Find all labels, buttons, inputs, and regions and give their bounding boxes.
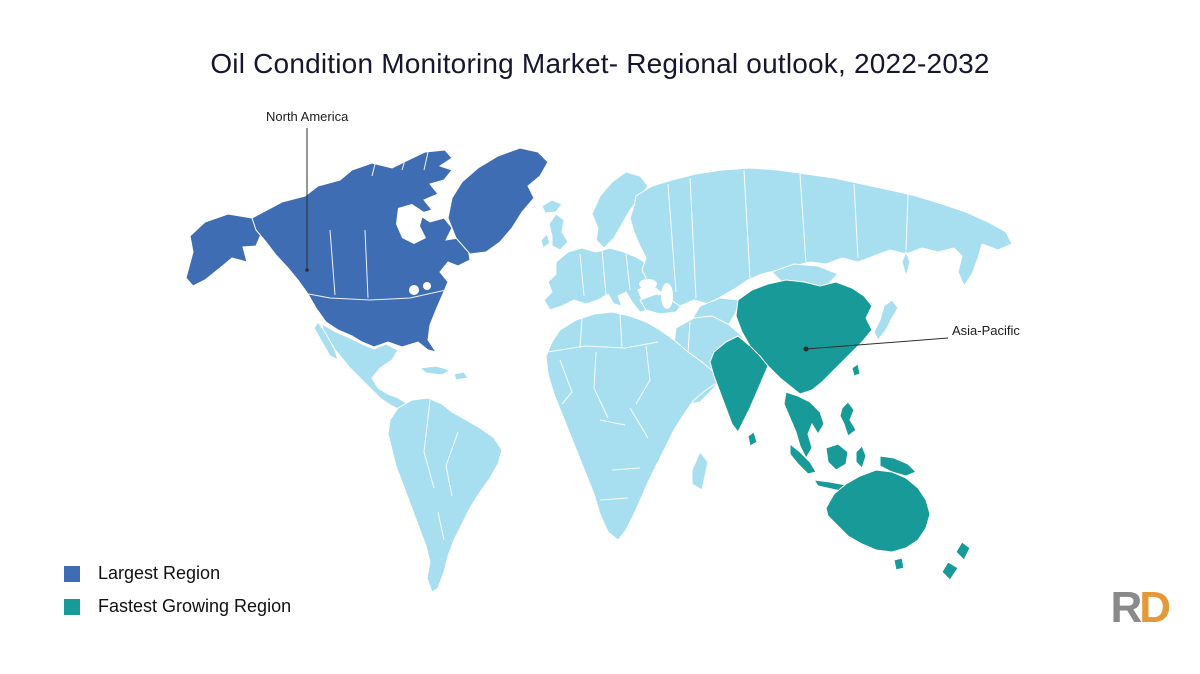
region-hispaniola	[453, 371, 469, 381]
region-india	[709, 335, 769, 433]
region-cuba	[418, 365, 452, 376]
region-borneo	[825, 443, 849, 471]
north-america-label: North America	[266, 109, 349, 124]
caspian-sea	[661, 283, 673, 309]
great-lake-west	[409, 285, 419, 295]
region-ireland	[540, 233, 551, 249]
logo-letter-r: R	[1110, 583, 1142, 632]
legend-item-fastest-growing-region: Fastest Growing Region	[64, 596, 291, 617]
fastest-growing-region-swatch	[64, 598, 80, 615]
region-japan	[873, 299, 899, 341]
region-new-zealand-south	[941, 561, 959, 581]
region-southeast-asia	[783, 391, 825, 460]
legend: Largest Region Fastest Growing Region	[64, 563, 291, 617]
region-australia	[825, 469, 931, 553]
leader-dot-north-america	[305, 268, 309, 272]
region-sumatra	[789, 442, 817, 475]
leader-lines	[305, 128, 949, 352]
country-borders	[297, 149, 909, 541]
asia-pacific-label: Asia-Pacific	[952, 323, 1020, 338]
brand-logo: RD	[1110, 583, 1171, 632]
region-new-guinea	[879, 455, 917, 477]
region-philippines	[839, 401, 857, 437]
region-new-zealand-north	[955, 541, 971, 561]
region-tasmania	[893, 557, 905, 571]
largest-region-label: Largest Region	[98, 563, 221, 583]
great-lake-east	[423, 282, 431, 290]
region-uk	[548, 213, 569, 251]
fastest-growing-region-label: Fastest Growing Region	[98, 596, 292, 616]
region-north-america	[251, 149, 471, 353]
leader-dot-asia-pacific	[803, 346, 809, 352]
region-madagascar	[691, 451, 709, 491]
regions-fastest-growing	[709, 279, 971, 581]
region-africa	[545, 311, 719, 541]
logo-letter-d: D	[1139, 583, 1171, 632]
region-taiwan	[851, 363, 861, 377]
leader-line-asia-pacific	[805, 337, 949, 350]
region-sulawesi	[855, 445, 867, 469]
regions-other	[313, 167, 1013, 593]
largest-region-swatch	[64, 565, 80, 582]
region-greenland	[447, 147, 549, 255]
region-sri-lanka	[747, 431, 758, 447]
black-sea	[639, 279, 657, 289]
region-europe	[543, 247, 659, 313]
regions-largest	[185, 147, 549, 353]
region-south-america	[387, 397, 503, 593]
region-alaska	[185, 213, 263, 287]
page-title: Oil Condition Monitoring Market- Regiona…	[210, 48, 990, 79]
region-sakhalin	[901, 250, 911, 278]
region-iceland	[541, 199, 563, 214]
hudson-bay	[396, 204, 426, 244]
legend-item-largest-region: Largest Region	[64, 563, 291, 584]
inland-seas	[396, 204, 673, 309]
region-baja-california	[313, 321, 339, 361]
